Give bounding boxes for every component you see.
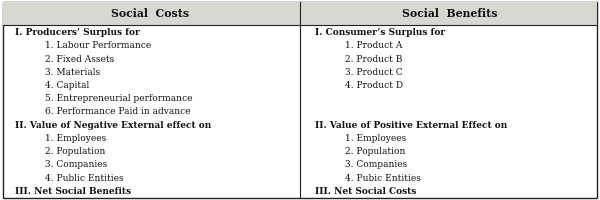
Text: 1. Employees: 1. Employees [345,134,406,143]
Text: 4. Pubic Entities: 4. Pubic Entities [345,174,421,183]
Text: 3. Materials: 3. Materials [45,68,100,77]
Text: Social  Benefits: Social Benefits [402,8,498,19]
Text: Social  Costs: Social Costs [111,8,189,19]
Text: II. Value of Positive External Effect on: II. Value of Positive External Effect on [315,121,507,130]
Text: 2. Population: 2. Population [45,147,106,156]
Text: 3. Companies: 3. Companies [345,160,407,169]
Text: 3. Product C: 3. Product C [345,68,403,77]
Text: I. Consumer’s Surplus for: I. Consumer’s Surplus for [315,28,445,37]
Text: 4. Product D: 4. Product D [345,81,403,90]
Text: 4. Public Entities: 4. Public Entities [45,174,124,183]
Text: I. Producers’ Surplus for: I. Producers’ Surplus for [15,28,140,37]
Text: 2. Product B: 2. Product B [345,55,403,64]
Text: 1. Labour Performance: 1. Labour Performance [45,41,151,50]
Text: II. Value of Negative External effect on: II. Value of Negative External effect on [15,121,211,130]
Text: 3. Companies: 3. Companies [45,160,107,169]
Text: 2. Fixed Assets: 2. Fixed Assets [45,55,114,64]
Bar [3,2,597,25]
Text: III. Net Social Costs: III. Net Social Costs [315,187,416,196]
Text: 1. Product A: 1. Product A [345,41,403,50]
Text: 5. Entrepreneurial performance: 5. Entrepreneurial performance [45,94,193,103]
Text: 2. Population: 2. Population [345,147,406,156]
Text: 1. Employees: 1. Employees [45,134,106,143]
Text: 6. Performance Paid in advance: 6. Performance Paid in advance [45,107,191,116]
Text: 4. Capital: 4. Capital [45,81,89,90]
Text: III. Net Social Benefits: III. Net Social Benefits [15,187,131,196]
